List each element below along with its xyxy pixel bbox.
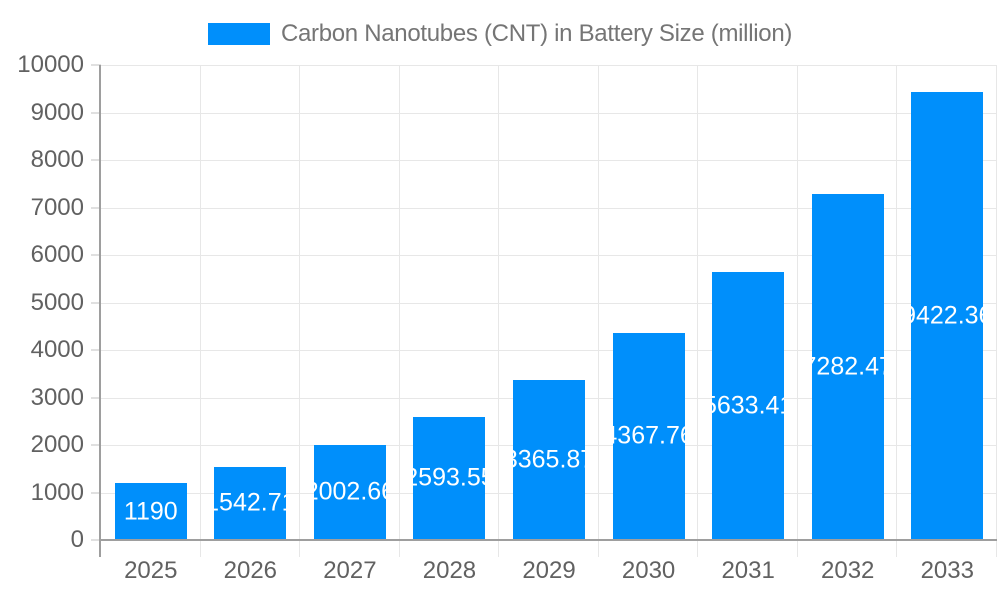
bar-2028[interactable]: 2593.55 — [413, 416, 486, 540]
y-axis-tick — [91, 444, 101, 446]
bars-container: 1190 1542.71 2002.66 2593.55 3365.87 4367.76 5… — [101, 65, 997, 540]
v-gridline — [796, 65, 798, 557]
v-gridline — [199, 65, 201, 557]
bar-group-2032: 7282.47 — [798, 65, 898, 540]
bar-group-2027: 2002.66 — [300, 65, 400, 540]
y-axis-tick — [91, 396, 101, 399]
y-axis-tick-label: 3000 — [30, 383, 84, 411]
x-axis-tick-label: 2030 — [621, 557, 676, 584]
bar-2025[interactable]: 1190 — [114, 483, 187, 540]
bar-group-2030: 4367.76 — [599, 65, 699, 540]
y-axis-tick-label: 4000 — [30, 336, 84, 363]
h-gridline — [101, 160, 997, 161]
x-axis-tick-label: 2027 — [323, 557, 377, 584]
bar-value-label: 9422.36 — [911, 301, 983, 330]
y-axis-tick-label: 8000 — [30, 146, 84, 173]
bar-value-label: 5633.41 — [712, 391, 784, 420]
h-gridline — [101, 255, 997, 256]
bar-value-label: 2002.66 — [314, 477, 386, 506]
y-axis-tick — [91, 206, 101, 209]
y-axis-tick — [91, 301, 101, 304]
y-axis-tick — [91, 111, 101, 114]
h-gridline — [101, 302, 997, 304]
v-gridline — [896, 65, 898, 557]
x-axis-tick-label: 2028 — [422, 557, 477, 584]
h-gridline — [101, 112, 997, 114]
y-axis-tick — [91, 349, 101, 351]
bar-2030[interactable]: 4367.76 — [612, 332, 685, 540]
legend-swatch-icon — [207, 23, 270, 45]
x-axis-tick-label: 2032 — [821, 557, 875, 584]
bar-value-label: 3365.87 — [513, 445, 585, 474]
y-axis-line — [99, 65, 101, 557]
y-axis-tick-label: 2000 — [30, 431, 84, 458]
x-axis-tick-label: 2029 — [522, 557, 576, 584]
y-axis-tick-label: 1000 — [30, 478, 84, 506]
y-axis-tick — [91, 491, 101, 494]
plot-area: 1190 1542.71 2002.66 2593.55 3365.87 4367.76 5… — [91, 64, 997, 557]
x-axis-labels: 2025 2026 2027 2028 2029 2030 2031 2032 2033 — [101, 556, 997, 586]
y-axis-tick — [91, 159, 101, 161]
y-axis-tick — [91, 64, 101, 66]
h-gridline — [101, 207, 997, 209]
bar-2032[interactable]: 7282.47 — [811, 194, 884, 540]
x-axis-tick-label: 2026 — [223, 557, 278, 584]
h-gridline — [101, 65, 997, 66]
v-gridline — [597, 65, 599, 557]
y-axis-tick-label: 0 — [70, 526, 84, 553]
x-axis-tick-label: 2025 — [124, 557, 178, 584]
y-axis-tick-label: 7000 — [30, 193, 84, 221]
bar-group-2031: 5633.41 — [698, 65, 798, 540]
y-axis-tick-label: 10000 — [17, 51, 84, 78]
bar-value-label: 4367.76 — [613, 421, 685, 450]
bar-group-2029: 3365.87 — [499, 65, 599, 540]
y-axis-tick-label: 6000 — [30, 241, 84, 268]
bar-2026[interactable]: 1542.71 — [214, 466, 287, 540]
y-axis-tick — [91, 254, 101, 256]
bar-2031[interactable]: 5633.41 — [712, 272, 785, 540]
y-axis-tick-label: 5000 — [30, 288, 84, 316]
h-gridline — [101, 350, 997, 351]
bar-group-2033: 9422.36 — [898, 65, 998, 540]
bar-value-label: 1190 — [123, 497, 178, 526]
bar-value-label: 2593.55 — [413, 463, 485, 492]
v-gridline — [996, 65, 997, 557]
x-axis-line — [101, 539, 997, 541]
bar-2027[interactable]: 2002.66 — [313, 444, 386, 540]
y-axis-tick-label: 9000 — [30, 98, 84, 126]
legend-label: Carbon Nanotubes (CNT) in Battery Size (… — [280, 20, 793, 47]
bar-2029[interactable]: 3365.87 — [513, 380, 586, 540]
bar-group-2026: 1542.71 — [201, 65, 301, 540]
chart-legend[interactable]: Carbon Nanotubes (CNT) in Battery Size (… — [0, 20, 1000, 48]
bar-group-2025: 1190 — [101, 65, 201, 540]
bar-group-2028: 2593.55 — [400, 65, 500, 540]
v-gridline — [398, 65, 400, 557]
x-axis-tick-label: 2033 — [920, 557, 974, 584]
x-axis-tick-label: 2031 — [721, 557, 775, 584]
bar-value-label: 1542.71 — [214, 488, 286, 517]
y-axis-tick — [91, 539, 101, 541]
bar-value-label: 7282.47 — [812, 352, 884, 381]
v-gridline — [498, 65, 500, 557]
v-gridline — [697, 65, 699, 557]
bar-2033[interactable]: 9422.36 — [911, 92, 984, 540]
v-gridline — [299, 65, 301, 557]
